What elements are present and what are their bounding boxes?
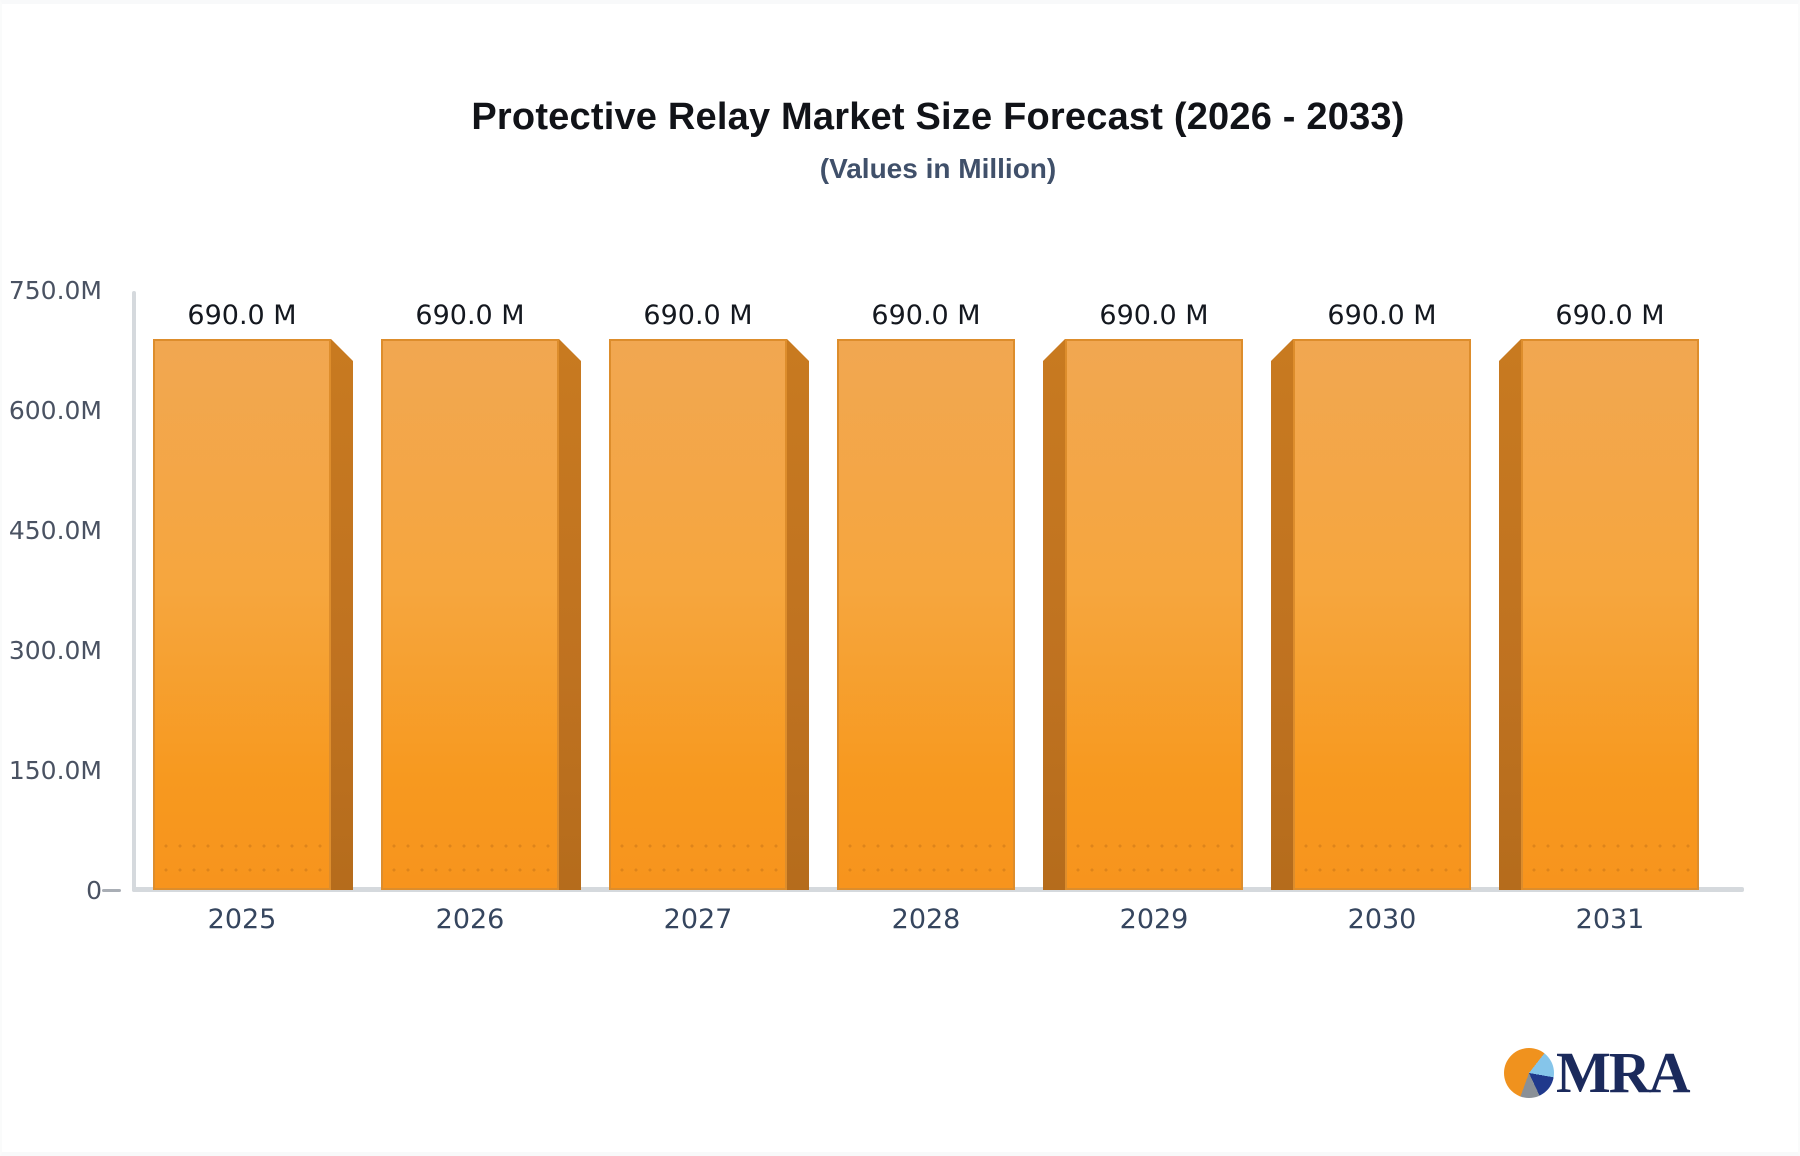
x-tick-label-2031: 2031 — [1575, 904, 1645, 935]
chart-header: Protective Relay Market Size Forecast (2… — [132, 96, 1744, 185]
y-axis-line — [132, 291, 136, 892]
bar-2030[interactable] — [1293, 339, 1471, 890]
bar-value-label-2025: 690.0 M — [187, 300, 297, 331]
y-tick-label-750.0M: 750.0M — [8, 276, 102, 305]
bar-value-label-2028: 690.0 M — [871, 300, 981, 331]
bar-side-3d-2029 — [1043, 339, 1065, 890]
y-tick-label-150.0M: 150.0M — [8, 756, 102, 785]
bar-2031[interactable] — [1521, 339, 1699, 890]
y-tick-label-600.0M: 600.0M — [8, 396, 102, 425]
logo-text: MRA — [1556, 1040, 1691, 1105]
bar-value-label-2030: 690.0 M — [1327, 300, 1437, 331]
x-tick-label-2029: 2029 — [1119, 904, 1189, 935]
x-tick-label-2027: 2027 — [663, 904, 733, 935]
bar-value-label-2031: 690.0 M — [1555, 300, 1665, 331]
bar-side-3d-2026 — [559, 339, 581, 890]
bar-2028[interactable] — [837, 339, 1015, 890]
bar-side-3d-2030 — [1271, 339, 1293, 890]
bar-2026[interactable] — [381, 339, 559, 890]
bar-value-label-2029: 690.0 M — [1099, 300, 1209, 331]
y-tick-label-450.0M: 450.0M — [8, 516, 102, 545]
bar-side-3d-2031 — [1499, 339, 1521, 890]
plot-area: 690.0 M 690.0 M 690.0 M 690.0 M 690.0 M 690.0… — [132, 291, 1744, 892]
x-axis: 2025 2026 2027 2028 2029 2030 2031 — [132, 904, 1744, 944]
y-tick-label-0: 0 — [86, 876, 102, 905]
bar-side-3d-2027 — [787, 339, 809, 890]
x-tick-label-2026: 2026 — [435, 904, 505, 935]
bar-2027[interactable] — [609, 339, 787, 890]
y-axis: 750.0M 600.0M 450.0M 300.0M 150.0M 0 — [2, 276, 102, 905]
zero-tick-mark — [102, 889, 121, 892]
chart-subtitle: (Values in Million) — [819, 153, 1057, 184]
x-tick-label-2030: 2030 — [1347, 904, 1417, 935]
x-tick-label-2025: 2025 — [207, 904, 277, 935]
chart-title: Protective Relay Market Size Forecast (2… — [471, 96, 1405, 138]
bar-2029[interactable] — [1065, 339, 1243, 890]
bar-side-3d-2025 — [331, 339, 353, 890]
bar-value-label-2026: 690.0 M — [415, 300, 525, 331]
bar-value-label-2027: 690.0 M — [643, 300, 753, 331]
y-tick-label-300.0M: 300.0M — [8, 636, 102, 665]
mra-logo: MRA — [1504, 1040, 1691, 1105]
bar-2025[interactable] — [153, 339, 331, 890]
logo-pie-chart-icon — [1504, 1048, 1554, 1098]
x-tick-label-2028: 2028 — [891, 904, 961, 935]
